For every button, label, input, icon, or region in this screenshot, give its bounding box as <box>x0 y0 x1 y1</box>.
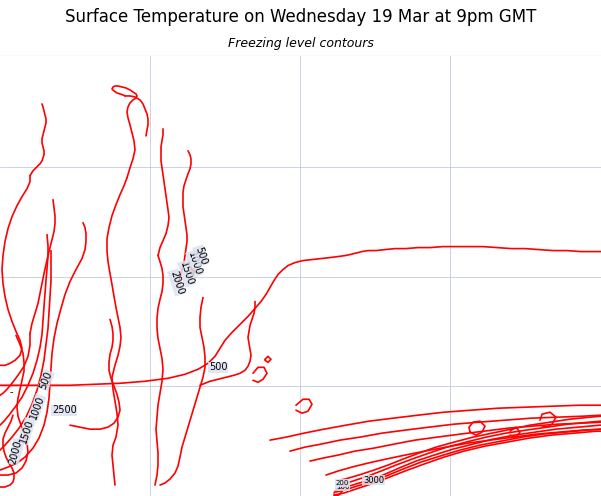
Text: 1000: 1000 <box>186 250 203 277</box>
Text: -: - <box>10 387 13 397</box>
Text: 1000: 1000 <box>28 394 46 421</box>
Text: Surface Temperature on Wednesday 19 Mar at 9pm GMT: Surface Temperature on Wednesday 19 Mar … <box>65 8 536 26</box>
Text: 500: 500 <box>38 370 54 391</box>
Text: 2000: 2000 <box>8 439 24 465</box>
Text: 500: 500 <box>193 245 208 266</box>
Text: Freezing level contours: Freezing level contours <box>228 37 373 50</box>
Text: 3000: 3000 <box>363 476 384 485</box>
Text: 1500: 1500 <box>178 260 195 287</box>
Text: 100: 100 <box>336 484 350 490</box>
Text: 1500: 1500 <box>18 418 35 444</box>
Text: 200: 200 <box>336 480 349 486</box>
Text: 500: 500 <box>209 362 228 372</box>
Text: 2000: 2000 <box>168 269 185 296</box>
Text: 2500: 2500 <box>52 405 77 415</box>
